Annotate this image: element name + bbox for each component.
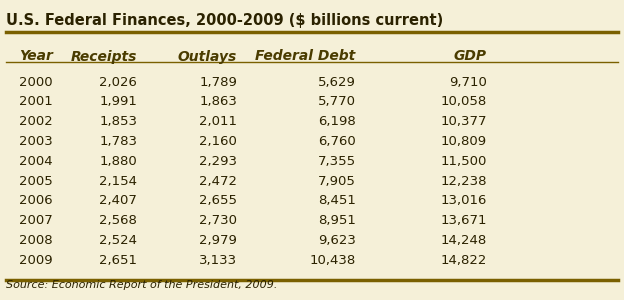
- Text: 6,198: 6,198: [318, 115, 356, 128]
- Text: 2,026: 2,026: [99, 76, 137, 88]
- Text: 8,451: 8,451: [318, 194, 356, 207]
- Text: Outlays: Outlays: [178, 50, 237, 64]
- Text: 1,991: 1,991: [99, 95, 137, 108]
- Text: 2,407: 2,407: [99, 194, 137, 207]
- Text: 2004: 2004: [19, 155, 52, 168]
- Text: 9,710: 9,710: [449, 76, 487, 88]
- Text: 5,770: 5,770: [318, 95, 356, 108]
- Text: 10,438: 10,438: [310, 254, 356, 267]
- Text: 1,783: 1,783: [99, 135, 137, 148]
- Text: 2007: 2007: [19, 214, 52, 227]
- Text: 2,651: 2,651: [99, 254, 137, 267]
- Text: 2,655: 2,655: [199, 194, 237, 207]
- Text: 14,248: 14,248: [441, 234, 487, 247]
- Text: 2,011: 2,011: [199, 115, 237, 128]
- Text: 7,905: 7,905: [318, 175, 356, 188]
- Text: U.S. Federal Finances, 2000-2009 ($ billions current): U.S. Federal Finances, 2000-2009 ($ bill…: [6, 14, 444, 28]
- Text: Federal Debt: Federal Debt: [255, 50, 356, 64]
- Text: 14,822: 14,822: [441, 254, 487, 267]
- Text: 1,853: 1,853: [99, 115, 137, 128]
- Text: 9,623: 9,623: [318, 234, 356, 247]
- Text: 5,629: 5,629: [318, 76, 356, 88]
- Text: 2003: 2003: [19, 135, 52, 148]
- Text: 2008: 2008: [19, 234, 52, 247]
- Text: 2,154: 2,154: [99, 175, 137, 188]
- Text: 2005: 2005: [19, 175, 52, 188]
- Text: 2,293: 2,293: [199, 155, 237, 168]
- Text: 2,979: 2,979: [199, 234, 237, 247]
- Text: 2000: 2000: [19, 76, 52, 88]
- Text: 2,160: 2,160: [199, 135, 237, 148]
- Text: Year: Year: [19, 50, 52, 64]
- Text: 1,880: 1,880: [100, 155, 137, 168]
- Text: 2001: 2001: [19, 95, 52, 108]
- Text: 3,133: 3,133: [199, 254, 237, 267]
- Text: 2,730: 2,730: [199, 214, 237, 227]
- Text: 8,951: 8,951: [318, 214, 356, 227]
- Text: 2,472: 2,472: [199, 175, 237, 188]
- Text: 7,355: 7,355: [318, 155, 356, 168]
- Text: 13,016: 13,016: [441, 194, 487, 207]
- Text: 10,809: 10,809: [441, 135, 487, 148]
- Text: 13,671: 13,671: [440, 214, 487, 227]
- Text: 10,058: 10,058: [441, 95, 487, 108]
- Text: 10,377: 10,377: [440, 115, 487, 128]
- Text: 12,238: 12,238: [440, 175, 487, 188]
- Text: Receipts: Receipts: [71, 50, 137, 64]
- Text: Source: Economic Report of the President, 2009.: Source: Economic Report of the President…: [6, 280, 278, 290]
- Text: 2,568: 2,568: [99, 214, 137, 227]
- Text: 2,524: 2,524: [99, 234, 137, 247]
- Text: 11,500: 11,500: [441, 155, 487, 168]
- Text: 6,760: 6,760: [318, 135, 356, 148]
- Text: GDP: GDP: [454, 50, 487, 64]
- Text: 2006: 2006: [19, 194, 52, 207]
- Text: 1,789: 1,789: [199, 76, 237, 88]
- Text: 1,863: 1,863: [199, 95, 237, 108]
- Text: 2009: 2009: [19, 254, 52, 267]
- Text: 2002: 2002: [19, 115, 52, 128]
